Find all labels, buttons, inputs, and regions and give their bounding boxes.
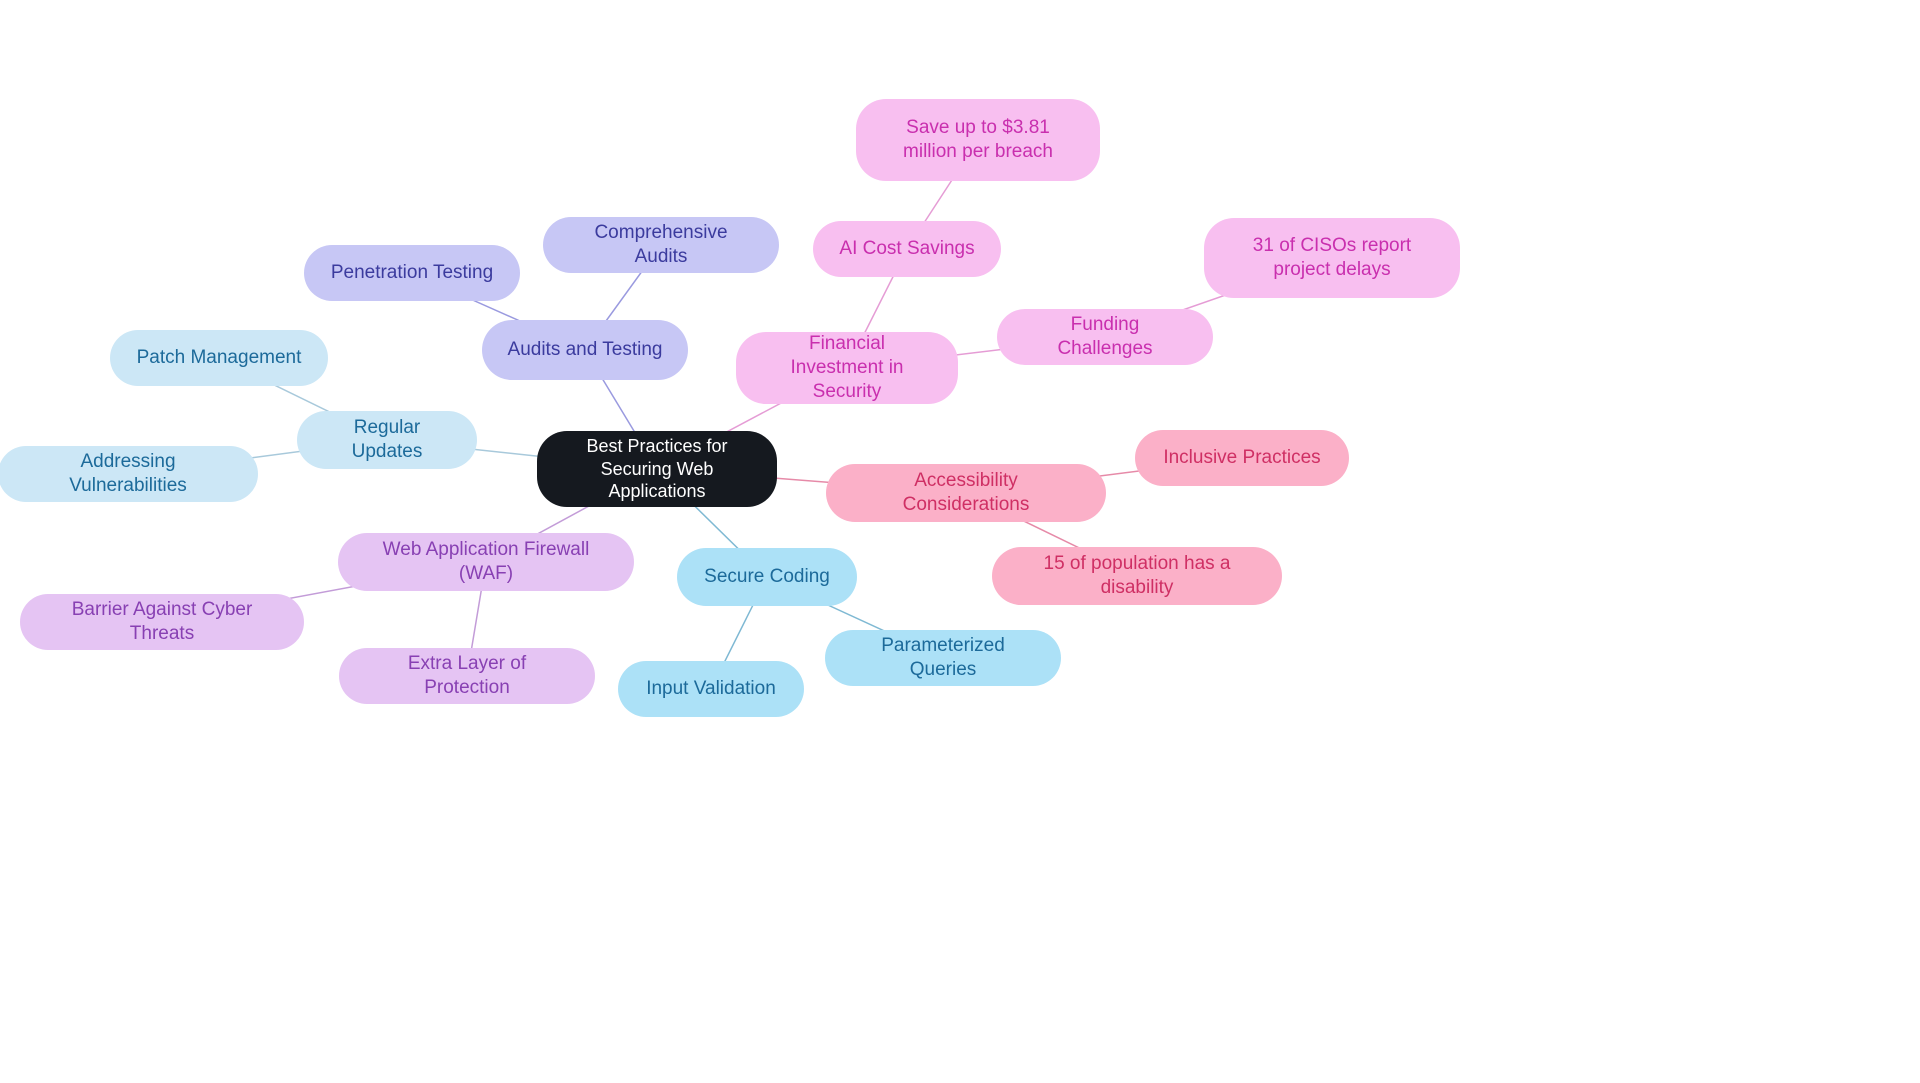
node-label: Patch Management: [137, 346, 302, 370]
node-label: Addressing Vulnerabilities: [22, 450, 234, 498]
node-label: Penetration Testing: [331, 261, 493, 285]
mindmap-node: Save up to $3.81 million per breach: [856, 99, 1100, 181]
mindmap-node: Parameterized Queries: [825, 630, 1061, 686]
node-label: 31 of CISOs report project delays: [1228, 234, 1436, 282]
node-label: Input Validation: [646, 677, 776, 701]
node-label: Barrier Against Cyber Threats: [44, 598, 280, 646]
mindmap-node: Audits and Testing: [482, 320, 688, 380]
mindmap-node: Funding Challenges: [997, 309, 1213, 365]
mindmap-node: Penetration Testing: [304, 245, 520, 301]
mindmap-node: Financial Investment in Security: [736, 332, 958, 404]
node-label: Accessibility Considerations: [850, 469, 1082, 517]
node-label: Best Practices for Securing Web Applicat…: [561, 435, 753, 503]
node-label: Funding Challenges: [1021, 313, 1189, 361]
mindmap-node: Extra Layer of Protection: [339, 648, 595, 704]
mindmap-node: Input Validation: [618, 661, 804, 717]
mindmap-node: Comprehensive Audits: [543, 217, 779, 273]
node-label: Financial Investment in Security: [760, 332, 934, 403]
node-label: Secure Coding: [704, 565, 830, 589]
mindmap-node: 15 of population has a disability: [992, 547, 1282, 605]
node-label: Inclusive Practices: [1163, 446, 1320, 470]
mindmap-node: Accessibility Considerations: [826, 464, 1106, 522]
node-label: Regular Updates: [321, 416, 453, 464]
mindmap-node: Barrier Against Cyber Threats: [20, 594, 304, 650]
node-label: Comprehensive Audits: [567, 221, 755, 269]
node-label: 15 of population has a disability: [1016, 552, 1258, 600]
mindmap-node: Web Application Firewall (WAF): [338, 533, 634, 591]
mindmap-node: Addressing Vulnerabilities: [0, 446, 258, 502]
node-label: Extra Layer of Protection: [363, 652, 571, 700]
node-label: Parameterized Queries: [849, 634, 1037, 682]
mindmap-node: 31 of CISOs report project delays: [1204, 218, 1460, 298]
mindmap-node: Regular Updates: [297, 411, 477, 469]
mindmap-node: AI Cost Savings: [813, 221, 1001, 277]
node-label: AI Cost Savings: [839, 237, 974, 261]
node-label: Audits and Testing: [508, 338, 663, 362]
mindmap-node: Best Practices for Securing Web Applicat…: [537, 431, 777, 507]
mindmap-node: Inclusive Practices: [1135, 430, 1349, 486]
node-label: Web Application Firewall (WAF): [362, 538, 610, 586]
mindmap-node: Secure Coding: [677, 548, 857, 606]
mindmap-node: Patch Management: [110, 330, 328, 386]
node-label: Save up to $3.81 million per breach: [880, 116, 1076, 164]
